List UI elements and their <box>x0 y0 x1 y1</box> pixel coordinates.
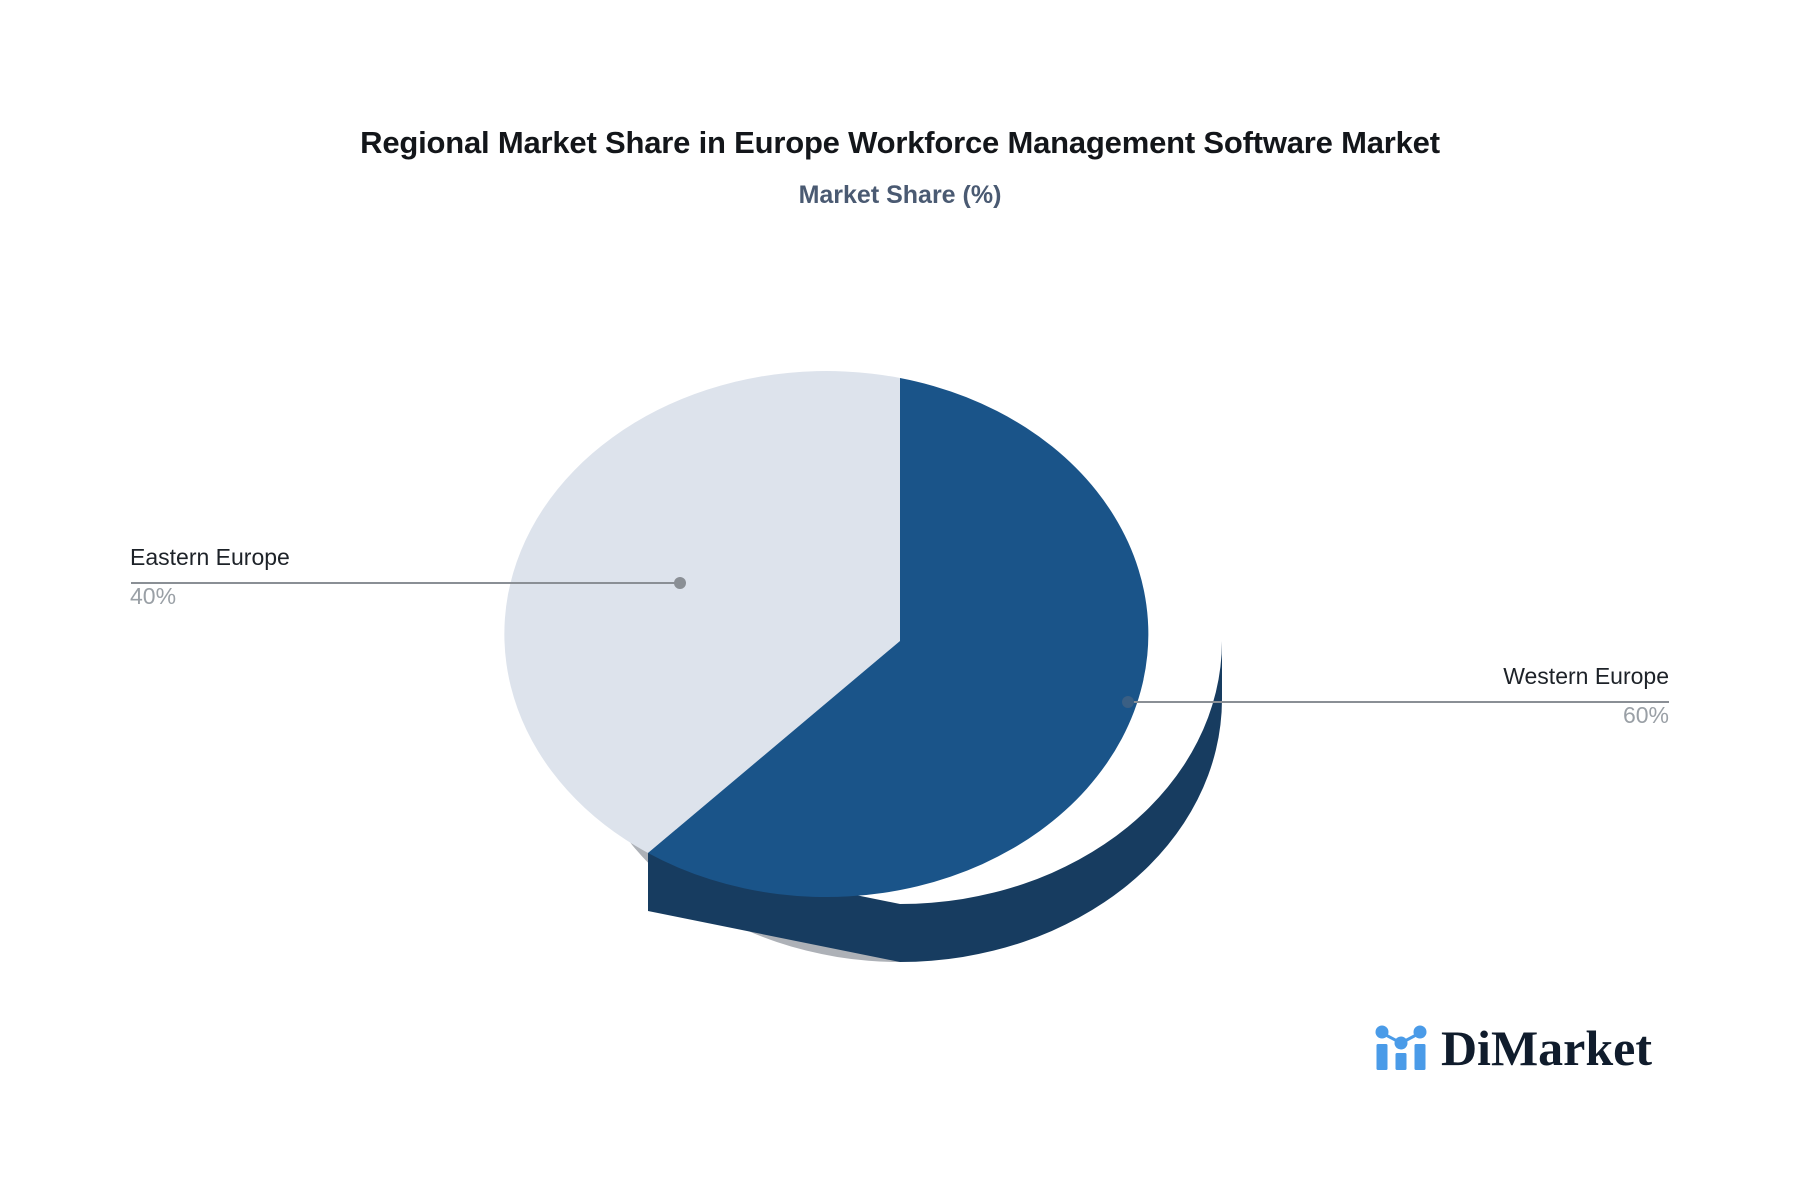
data-label-eastern-europe: Eastern Europe 40% <box>130 543 290 611</box>
page-title: Regional Market Share in Europe Workforc… <box>360 125 1440 160</box>
pie-depth-western <box>900 641 1222 962</box>
data-label-western-europe-value: 60% <box>1622 701 1669 728</box>
data-label-western-europe: Western Europe 60% <box>1503 662 1669 730</box>
brand-logo: DiMarket <box>1375 1023 1652 1073</box>
data-label-eastern-europe-value: 40% <box>130 582 177 609</box>
brand-logo-text: DiMarket <box>1440 1020 1652 1076</box>
data-label-eastern-europe-name: Eastern Europe <box>130 544 290 570</box>
pie-slice-eastern-europe[interactable] <box>504 371 900 853</box>
data-label-western-europe-name: Western Europe <box>1503 663 1669 689</box>
bar-chart-line-icon <box>1375 1025 1427 1070</box>
leader-dot-western <box>1122 696 1134 708</box>
leader-dot-eastern <box>674 577 686 589</box>
title-block: Regional Market Share in Europe Workforc… <box>0 125 1800 210</box>
pie-depth-cut-wall <box>648 853 900 962</box>
pie-slice-western-europe[interactable] <box>648 378 1149 898</box>
chart-subtitle: Market Share (%) <box>798 181 1002 210</box>
